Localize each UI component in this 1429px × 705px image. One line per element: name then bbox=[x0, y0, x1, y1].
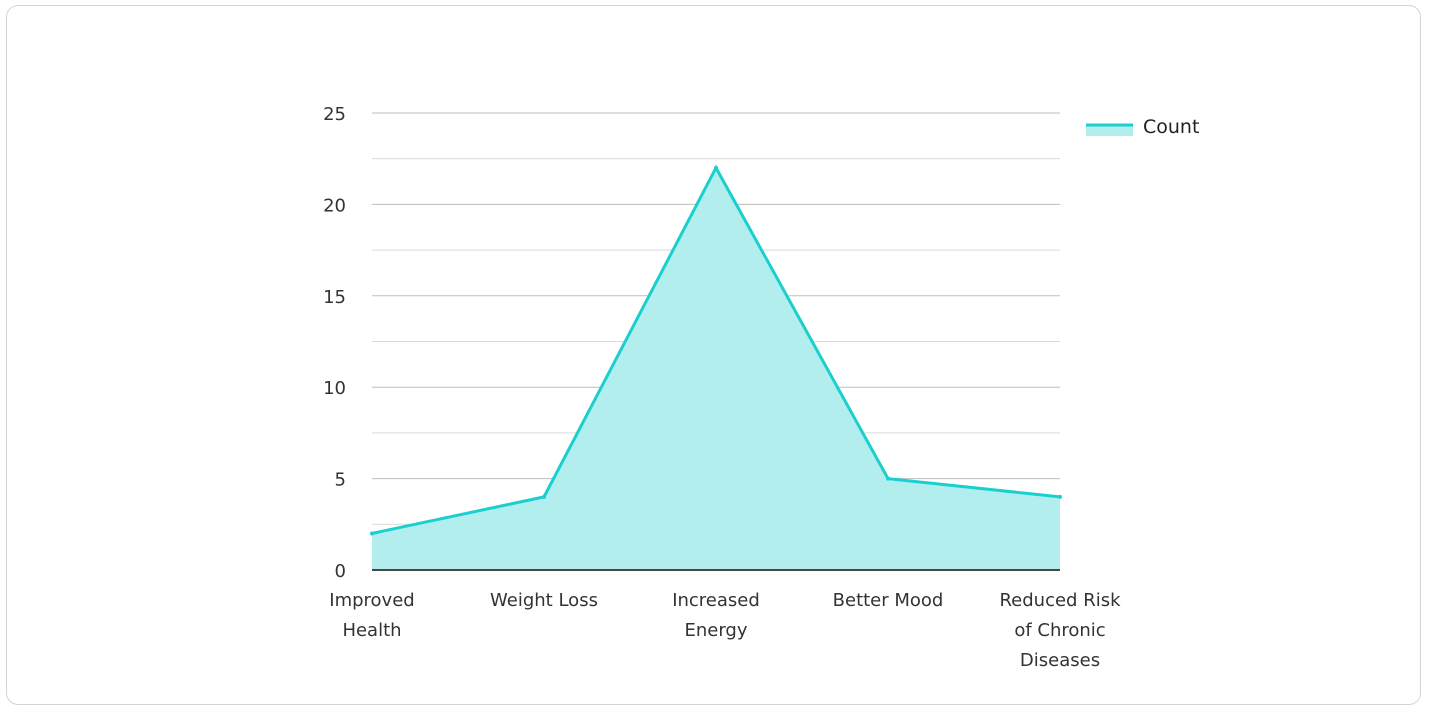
y-tick-label: 20 bbox=[323, 195, 346, 216]
data-point[interactable] bbox=[886, 476, 890, 481]
y-tick-label: 10 bbox=[323, 378, 346, 399]
x-tick-label: Reduced Risk of Chronic Diseases bbox=[999, 590, 1121, 671]
legend-swatch bbox=[1086, 124, 1133, 136]
data-point[interactable] bbox=[542, 494, 546, 499]
legend[interactable]: Count bbox=[1086, 116, 1199, 138]
y-tick-label: 0 bbox=[335, 561, 346, 582]
y-tick-label: 25 bbox=[323, 104, 346, 125]
x-tick-label: Weight Loss bbox=[490, 590, 598, 611]
x-axis-ticks: Improved Health Weight Loss Increased Energy… bbox=[329, 590, 1121, 671]
series-area-fill bbox=[372, 167, 1060, 570]
x-tick-label: Better Mood bbox=[833, 590, 944, 611]
data-point[interactable] bbox=[714, 165, 718, 170]
y-tick-label: 5 bbox=[335, 470, 346, 491]
y-axis-ticks: 0 5 10 15 20 25 bbox=[323, 104, 346, 582]
y-tick-label: 15 bbox=[323, 287, 346, 308]
x-tick-label: Improved Health bbox=[329, 590, 414, 641]
area-chart: 0 5 10 15 20 25 Improved Health Weight Loss Incr… bbox=[323, 104, 1199, 671]
x-tick-label: Increased Energy bbox=[672, 590, 760, 641]
legend-label: Count bbox=[1143, 116, 1199, 138]
data-point[interactable] bbox=[370, 531, 374, 536]
data-point[interactable] bbox=[1058, 494, 1062, 499]
